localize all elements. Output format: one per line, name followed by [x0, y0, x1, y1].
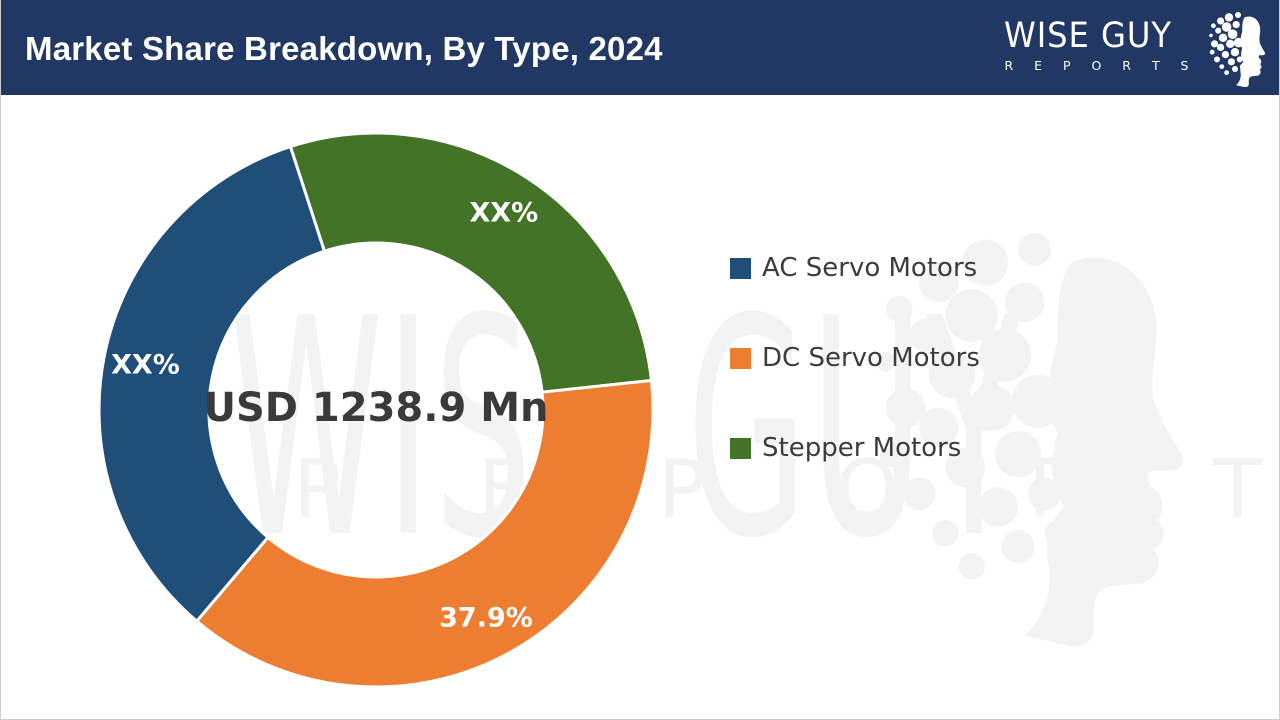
donut-center-value: USD 1238.9 Mn — [203, 385, 549, 431]
legend-item-stepper-motors: Stepper Motors — [730, 435, 980, 461]
logo-wordmark: WISE GUY R E P O R T S — [1004, 17, 1197, 73]
segment-percentage-label: 37.9% — [439, 602, 533, 634]
legend-color-swatch — [730, 257, 751, 279]
page-title: Market Share Breakdown, By Type, 2024 — [25, 30, 663, 67]
donut-segment-stepper-motors — [288, 131, 653, 394]
header-bar: Market Share Breakdown, By Type, 2024 WI… — [1, 0, 1279, 95]
logo-brand-text: WISE GUY — [1004, 16, 1173, 56]
logo-reports-text: R E P O R T S — [1004, 58, 1197, 73]
legend-label: DC Servo Motors — [762, 343, 980, 373]
segment-percentage-label: XX% — [111, 349, 180, 381]
donut-chart — [97, 131, 655, 689]
legend-label: AC Servo Motors — [762, 253, 978, 283]
watermark-head-icon — [876, 233, 1183, 647]
chart-area: WISE GUY R E P O R T S XX%37.9%XX% USD 1… — [1, 95, 1279, 719]
legend-color-swatch — [730, 347, 751, 369]
donut-segment-dc-servo-motors — [195, 378, 655, 689]
wise-guy-reports-logo: WISE GUY R E P O R T S — [1004, 7, 1265, 89]
legend-item-ac-servo-motors: AC Servo Motors — [730, 255, 980, 281]
segment-percentage-label: XX% — [469, 197, 539, 229]
donut-segment-ac-servo-motors — [97, 145, 326, 623]
chart-legend: AC Servo Motors DC Servo Motors Stepper Mo… — [730, 255, 980, 525]
legend-item-dc-servo-motors: DC Servo Motors — [730, 345, 980, 371]
dotted-head-icon — [1209, 12, 1265, 87]
legend-label: Stepper Motors — [762, 433, 962, 463]
legend-color-swatch — [730, 437, 751, 459]
